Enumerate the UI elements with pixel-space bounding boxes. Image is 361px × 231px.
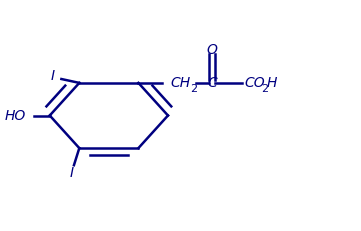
Text: O: O [206, 43, 217, 57]
Text: C: C [207, 76, 217, 90]
Text: CH: CH [171, 76, 191, 90]
Text: 2: 2 [261, 84, 268, 94]
Text: I: I [51, 69, 55, 83]
Text: HO: HO [5, 109, 26, 122]
Text: I: I [70, 166, 74, 180]
Text: 2: 2 [190, 84, 197, 94]
Text: H: H [267, 76, 277, 90]
Text: CO: CO [244, 76, 265, 90]
